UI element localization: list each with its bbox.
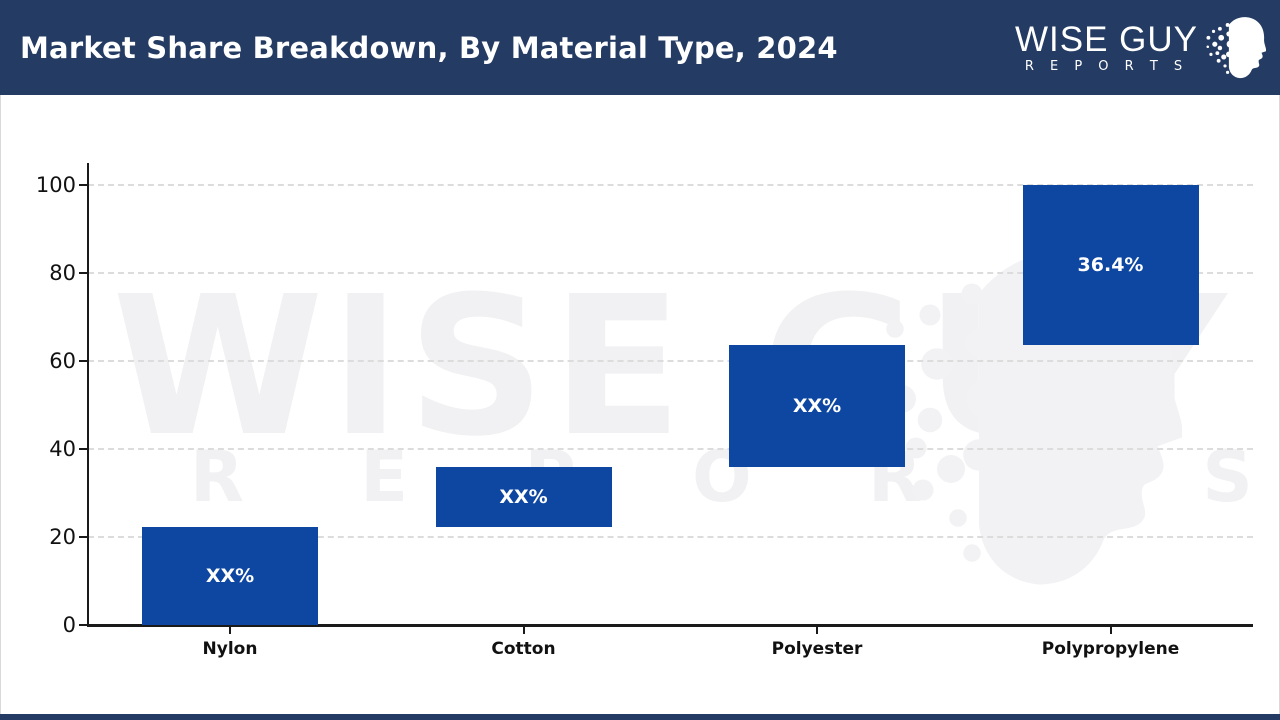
gridline	[88, 536, 1253, 538]
y-tick	[79, 448, 88, 450]
bar-value-label: XX%	[792, 394, 842, 417]
bar-cotton: XX%	[435, 466, 612, 527]
y-tick	[79, 624, 88, 626]
x-label-polypropylene: Polypropylene	[1041, 639, 1180, 659]
gridline	[88, 448, 1253, 450]
x-label-polyester: Polyester	[771, 639, 863, 659]
header-bar: Market Share Breakdown, By Material Type…	[0, 0, 1280, 95]
x-tick	[1109, 626, 1112, 634]
gridline	[88, 360, 1253, 362]
x-tick	[522, 626, 525, 634]
x-label-cotton: Cotton	[491, 639, 556, 659]
bar-polyester: XX%	[729, 345, 905, 467]
y-tick-label: 20	[49, 525, 76, 549]
y-tick-label: 0	[62, 613, 76, 637]
gridline	[88, 272, 1253, 274]
y-tick	[79, 184, 88, 186]
logo-text: WISE GUY R E P O R T S	[1014, 19, 1198, 75]
y-axis	[86, 163, 89, 625]
y-tick-label: 100	[35, 173, 76, 197]
bar-value-label: XX%	[499, 485, 548, 508]
x-axis	[86, 624, 1253, 627]
y-tick	[79, 360, 88, 362]
logo-wordmark: WISE GUY	[1014, 19, 1198, 59]
gridline	[88, 184, 1253, 186]
x-label-nylon: Nylon	[202, 639, 258, 659]
bar-value-label: XX%	[205, 564, 255, 587]
logo-dotted-head-icon	[1206, 17, 1266, 79]
y-tick	[79, 272, 88, 274]
bar-nylon: XX%	[142, 526, 318, 625]
footer-bar	[0, 714, 1280, 720]
chart-title: Market Share Breakdown, By Material Type…	[20, 30, 838, 65]
logo-reports-label: R E P O R T S	[1024, 59, 1189, 75]
y-tick-label: 60	[49, 349, 76, 373]
bar-polypropylene: 36.4%	[1022, 185, 1199, 346]
y-tick	[79, 536, 88, 538]
bar-value-label: 36.4%	[1077, 254, 1144, 277]
y-tick-label: 80	[49, 261, 76, 285]
x-tick	[816, 626, 818, 634]
x-tick	[229, 626, 231, 634]
wise-guy-logo: WISE GUY R E P O R T S	[1015, 6, 1266, 90]
y-tick-label: 40	[49, 437, 76, 461]
